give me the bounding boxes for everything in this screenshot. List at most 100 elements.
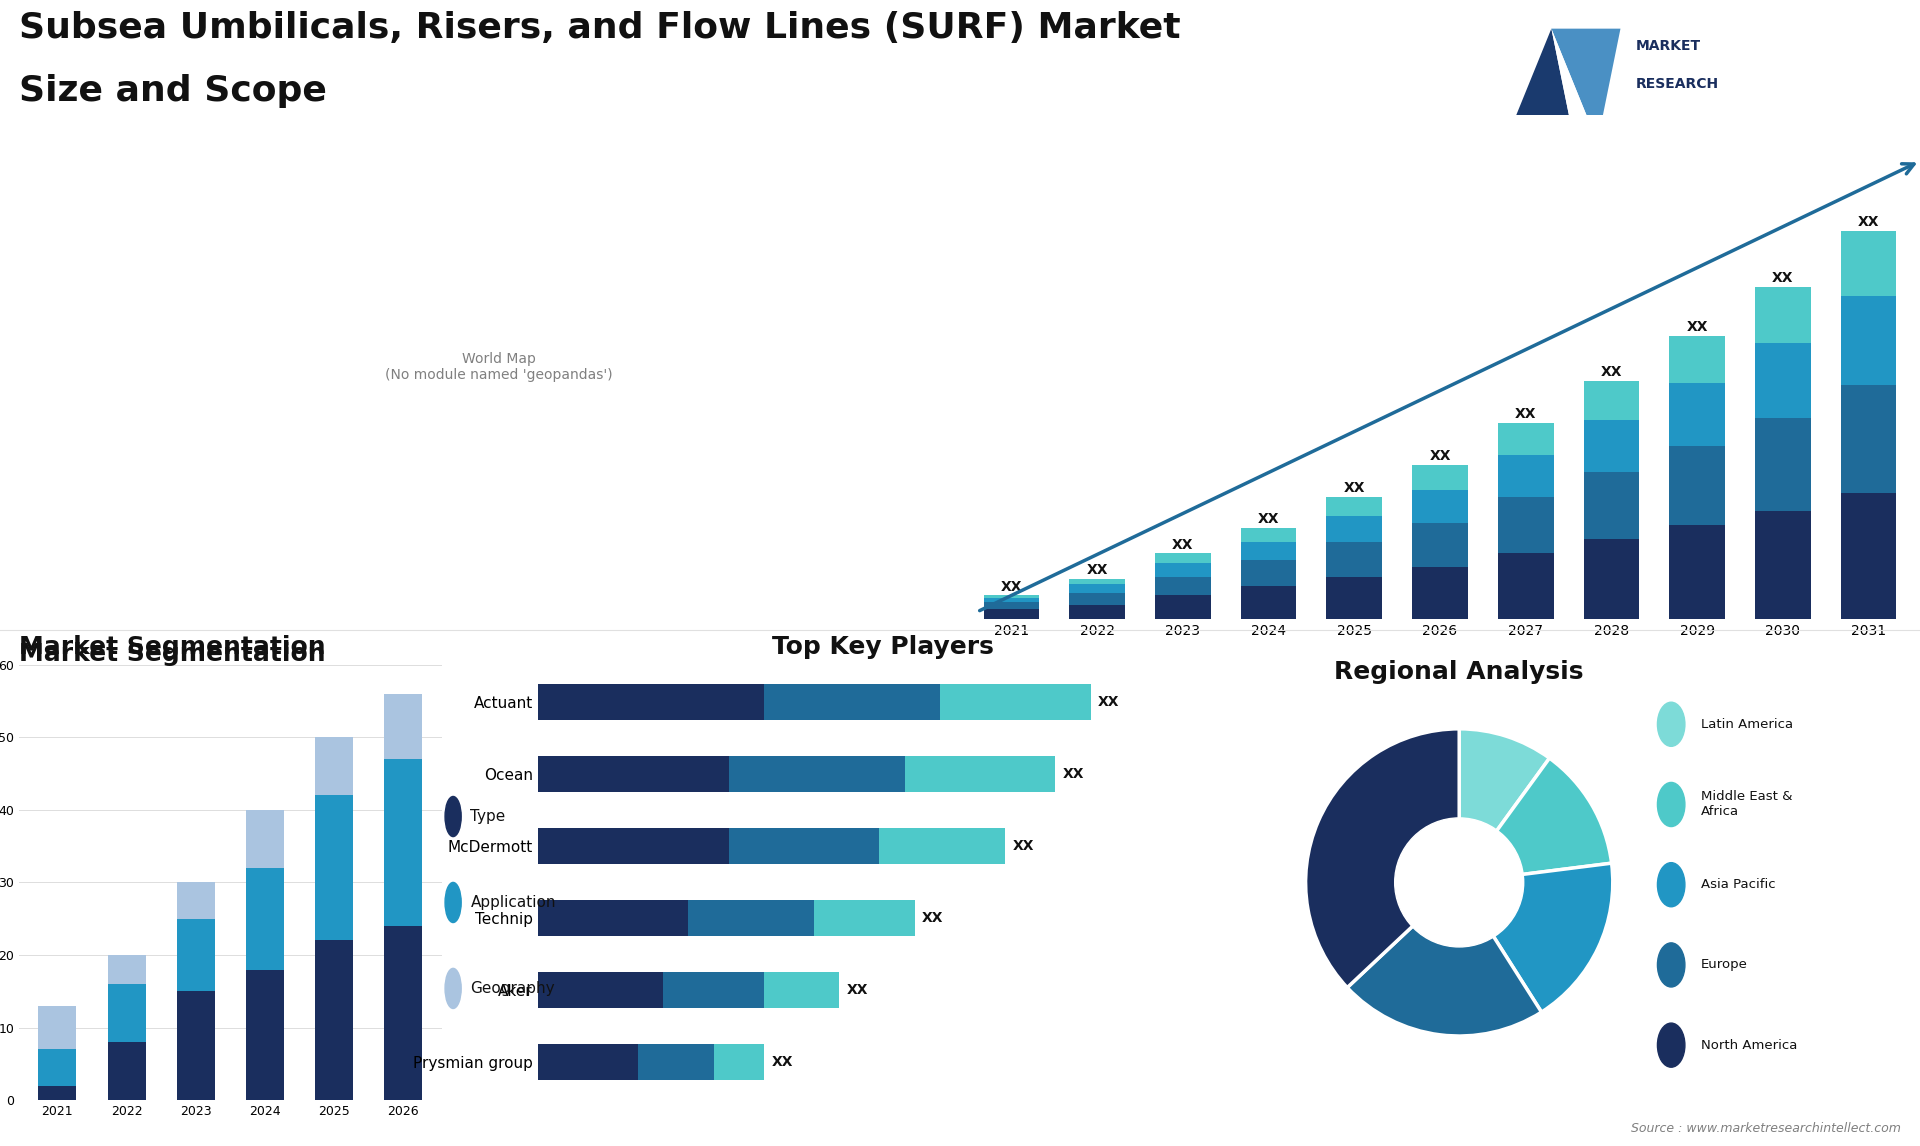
Bar xyxy=(1668,525,1724,619)
Title: Regional Analysis: Regional Analysis xyxy=(1334,660,1584,684)
Bar xyxy=(246,868,284,970)
Text: Middle East &
Africa: Middle East & Africa xyxy=(1701,791,1793,818)
Bar xyxy=(538,829,728,864)
Bar xyxy=(879,829,1004,864)
Bar xyxy=(1584,421,1640,472)
Bar xyxy=(1584,472,1640,540)
Text: XX: XX xyxy=(922,911,943,926)
Bar xyxy=(38,1050,77,1085)
Bar xyxy=(538,684,764,721)
Bar xyxy=(1498,497,1553,554)
Bar xyxy=(1841,385,1897,493)
Circle shape xyxy=(445,882,461,923)
Bar xyxy=(983,596,1039,598)
Circle shape xyxy=(1657,783,1686,826)
Bar xyxy=(1584,380,1640,421)
Text: Market Segmentation: Market Segmentation xyxy=(19,642,326,666)
Bar xyxy=(1240,527,1296,542)
Bar xyxy=(177,919,215,991)
Text: Europe: Europe xyxy=(1701,958,1747,972)
Bar xyxy=(1841,493,1897,619)
Text: XX: XX xyxy=(1258,512,1279,526)
Text: XX: XX xyxy=(1515,407,1536,421)
Circle shape xyxy=(445,796,461,837)
Bar xyxy=(1240,542,1296,560)
Wedge shape xyxy=(1348,882,1542,1036)
Text: Geography: Geography xyxy=(470,981,555,996)
Text: MARKET: MARKET xyxy=(1636,39,1701,53)
Bar xyxy=(1498,423,1553,455)
Bar xyxy=(538,756,728,792)
Bar xyxy=(764,684,939,721)
Bar xyxy=(38,1006,77,1050)
Bar xyxy=(728,829,879,864)
Text: XX: XX xyxy=(1859,215,1880,229)
Bar xyxy=(983,598,1039,603)
Polygon shape xyxy=(1551,29,1597,142)
Text: XX: XX xyxy=(1344,481,1365,495)
Text: XX: XX xyxy=(1012,839,1035,854)
Bar xyxy=(538,1044,637,1081)
Text: XX: XX xyxy=(1000,580,1021,594)
Bar xyxy=(728,756,904,792)
Bar xyxy=(315,795,353,941)
Wedge shape xyxy=(1459,863,1613,1012)
Bar xyxy=(662,973,764,1008)
Bar xyxy=(1411,567,1469,619)
Bar xyxy=(1240,586,1296,619)
Bar xyxy=(108,984,146,1042)
Bar xyxy=(1584,540,1640,619)
Text: XX: XX xyxy=(772,1055,793,1069)
Bar xyxy=(1411,523,1469,567)
Text: Type: Type xyxy=(470,809,505,824)
Text: RESEARCH: RESEARCH xyxy=(1636,77,1718,91)
Bar xyxy=(1327,542,1382,576)
Bar xyxy=(246,970,284,1100)
Bar xyxy=(1668,446,1724,525)
Bar xyxy=(1156,596,1212,619)
Bar xyxy=(1411,490,1469,523)
Text: XX: XX xyxy=(1171,537,1194,551)
Text: Subsea Umbilicals, Risers, and Flow Lines (SURF) Market: Subsea Umbilicals, Risers, and Flow Line… xyxy=(19,11,1181,46)
Bar xyxy=(38,1085,77,1100)
Bar xyxy=(1498,455,1553,497)
Bar xyxy=(1841,231,1897,297)
Bar xyxy=(904,756,1056,792)
Bar xyxy=(983,603,1039,610)
Bar xyxy=(1156,554,1212,563)
Bar xyxy=(1069,605,1125,619)
Bar xyxy=(1668,336,1724,383)
Bar xyxy=(1668,383,1724,446)
Text: North America: North America xyxy=(1701,1038,1797,1052)
Text: Asia Pacific: Asia Pacific xyxy=(1701,878,1776,892)
Bar xyxy=(1069,594,1125,605)
Text: XX: XX xyxy=(1686,320,1709,335)
Bar xyxy=(637,1044,714,1081)
Text: INTELLECT: INTELLECT xyxy=(1636,115,1711,127)
Title: Top Key Players: Top Key Players xyxy=(772,635,995,659)
Bar xyxy=(177,991,215,1100)
Bar xyxy=(764,973,839,1008)
Bar xyxy=(384,693,422,759)
Bar xyxy=(108,955,146,984)
Bar xyxy=(1327,576,1382,619)
Text: Market Segmentation: Market Segmentation xyxy=(19,635,326,659)
Text: XX: XX xyxy=(1428,449,1452,463)
Bar xyxy=(1240,560,1296,586)
Bar xyxy=(177,882,215,919)
Text: XX: XX xyxy=(1601,364,1622,378)
Text: XX: XX xyxy=(1064,768,1085,782)
Text: Size and Scope: Size and Scope xyxy=(19,74,326,109)
Wedge shape xyxy=(1459,759,1611,882)
Bar xyxy=(1156,576,1212,596)
Bar xyxy=(983,610,1039,619)
Polygon shape xyxy=(1505,29,1574,142)
Text: XX: XX xyxy=(1098,696,1119,709)
Circle shape xyxy=(1657,1023,1686,1067)
Circle shape xyxy=(1394,818,1524,947)
Bar xyxy=(1069,583,1125,594)
Text: World Map
(No module named 'geopandas'): World Map (No module named 'geopandas') xyxy=(386,352,612,382)
Bar xyxy=(1841,297,1897,385)
Bar xyxy=(384,759,422,926)
Text: XX: XX xyxy=(1087,563,1108,578)
